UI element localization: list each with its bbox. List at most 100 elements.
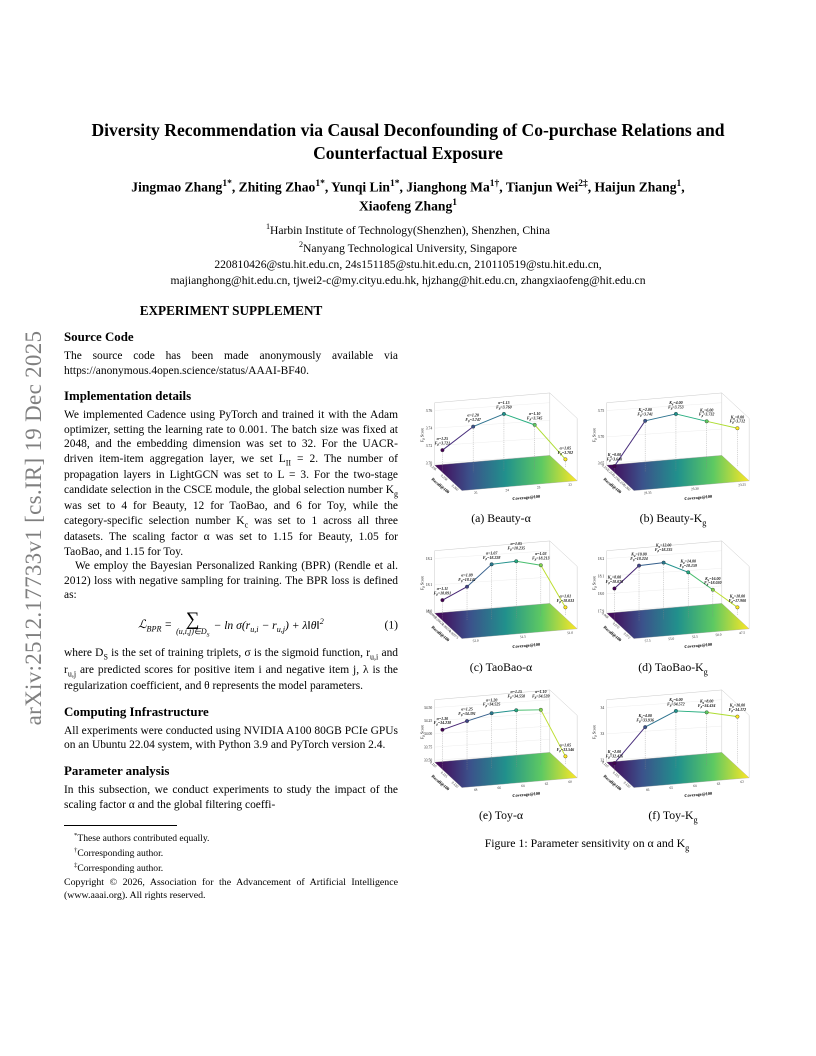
subplot-3d-1: 3.653.703.750.2520.2540.2560.2580.260Rec… xyxy=(591,392,750,501)
svg-text:Kg=10.00: Kg=10.00 xyxy=(729,703,745,709)
svg-text:Fβ=34.558: Fβ=34.558 xyxy=(507,693,525,699)
affiliation-2: 2Nanyang Technological University, Singa… xyxy=(298,240,517,255)
emails-line-1: 220810426@stu.hit.edu.cn, 24s151185@stu.… xyxy=(214,257,602,271)
subfigure-caption-5: (f) Toy-Kg xyxy=(648,808,698,825)
svg-text:Fβ=18.235: Fβ=18.235 xyxy=(507,546,525,552)
svg-text:α=1.15: α=1.15 xyxy=(510,689,522,694)
svg-text:Fβ=18.030: Fβ=18.030 xyxy=(704,581,722,587)
svg-text:0.260: 0.260 xyxy=(623,484,632,492)
svg-text:Kg=2.00: Kg=2.00 xyxy=(607,749,621,755)
svg-text:64: 64 xyxy=(521,784,525,788)
svg-text:0.260: 0.260 xyxy=(451,484,460,492)
svg-text:0.072: 0.072 xyxy=(623,632,632,640)
implementation-paragraph-2: We employ the Bayesian Personalized Rank… xyxy=(64,560,398,602)
svg-text:Fβ=3.741: Fβ=3.741 xyxy=(637,411,653,417)
emails-line-2: majianghong@hit.edu.cn, tjwei2-c@my.city… xyxy=(170,273,646,287)
subfigure-caption-3: (d) TaoBao-Kg xyxy=(638,659,708,676)
svg-text:3.75: 3.75 xyxy=(598,409,605,413)
svg-text:α=1.05: α=1.05 xyxy=(560,445,572,450)
footnote-rule xyxy=(64,825,177,827)
svg-text:Fβ=33.936: Fβ=33.936 xyxy=(636,717,654,723)
svg-text:Kg=16.00: Kg=16.00 xyxy=(704,576,720,582)
svg-text:62: 62 xyxy=(740,780,744,784)
footnote-equal-contribution: *These authors contributed equally. xyxy=(74,832,210,845)
svg-text:0.258: 0.258 xyxy=(617,479,626,487)
svg-text:24: 24 xyxy=(505,488,509,492)
svg-text:33: 33 xyxy=(600,732,604,736)
svg-text:α=1.25: α=1.25 xyxy=(461,706,473,711)
svg-text:Fβ Score: Fβ Score xyxy=(591,576,597,590)
section-heading-parameter-analysis: Parameter analysis xyxy=(64,763,170,778)
svg-text:Coverage@100: Coverage@100 xyxy=(512,494,540,501)
subplot-3d-4: 33.50 33.75 34.00 34.25 34.50 0.1100.1150.120… xyxy=(419,689,578,798)
svg-text:Fβ Score: Fβ Score xyxy=(591,725,597,739)
svg-text:α=1.10: α=1.10 xyxy=(529,411,541,416)
svg-text:Fβ=17.900: Fβ=17.900 xyxy=(729,598,747,604)
svg-text:Fβ=18.091: Fβ=18.091 xyxy=(434,591,452,597)
bpr-equation: ℒBPR = ∑ (u,i,j)∈DS − ln σ(ru,i − ru,j) … xyxy=(64,608,398,639)
svg-text:Kg=0.00: Kg=0.00 xyxy=(607,452,621,458)
svg-text:0.258: 0.258 xyxy=(440,474,449,482)
subfigure-caption-0: (a) Beauty-α xyxy=(471,511,531,526)
svg-text:Kg=8.00: Kg=8.00 xyxy=(607,575,621,581)
svg-text:64: 64 xyxy=(693,784,697,788)
svg-text:α=1.15: α=1.15 xyxy=(498,400,510,405)
svg-text:Fβ=3.760: Fβ=3.760 xyxy=(496,404,512,410)
svg-text:Fβ=3.745: Fβ=3.745 xyxy=(527,415,543,421)
svg-text:Fβ=3.702: Fβ=3.702 xyxy=(558,450,574,456)
svg-text:55.0: 55.0 xyxy=(668,637,675,642)
svg-text:51.5: 51.5 xyxy=(520,635,527,640)
svg-text:0.252: 0.252 xyxy=(601,463,610,471)
svg-text:3.74: 3.74 xyxy=(426,426,433,430)
subplot-3d-3: 17.918.018.118.20.0680.0700.072Recall@10… xyxy=(591,541,750,650)
svg-text:23.35: 23.35 xyxy=(644,491,652,496)
svg-text:Fβ=34.434: Fβ=34.434 xyxy=(698,703,716,709)
svg-text:Fβ Score: Fβ Score xyxy=(419,428,425,442)
svg-text:Fβ=18.159: Fβ=18.159 xyxy=(679,563,697,569)
svg-text:33.50: 33.50 xyxy=(424,758,432,762)
figure-caption: Figure 1: Parameter sensitivity on α and… xyxy=(484,836,690,853)
subfigure-0: 3.70 3.72 3.74 3.76 0.256 0.258 0.260 Recall@10… xyxy=(419,391,583,527)
parameter-paragraph: In this subsection, we conduct experimen… xyxy=(64,783,398,811)
svg-text:34.25: 34.25 xyxy=(424,719,432,723)
svg-text:Fβ=34.391: Fβ=34.391 xyxy=(458,711,476,717)
svg-text:α=1.25: α=1.25 xyxy=(437,436,449,441)
implementation-paragraph-1: We implemented Cadence using PyTorch and… xyxy=(64,409,399,558)
svg-text:17.9: 17.9 xyxy=(598,610,605,614)
svg-text:60: 60 xyxy=(568,780,572,784)
sum-subscript: (u,i,j)∈DS xyxy=(176,626,210,639)
svg-text:Fβ=34.238: Fβ=34.238 xyxy=(434,720,452,726)
svg-text:Coverage@100: Coverage@100 xyxy=(684,642,712,649)
svg-text:Fβ=18.213: Fβ=18.213 xyxy=(532,556,550,562)
svg-text:18.2: 18.2 xyxy=(426,557,433,561)
svg-text:0.256: 0.256 xyxy=(612,474,621,482)
svg-text:66: 66 xyxy=(497,786,501,790)
sigma-symbol: ∑ xyxy=(186,608,200,630)
svg-text:Kg=12.00: Kg=12.00 xyxy=(655,543,671,549)
authors-line-1: Jingmao Zhang1*, Zhiting Zhao1*, Yunqi L… xyxy=(131,179,685,195)
svg-text:Kg=8.00: Kg=8.00 xyxy=(730,414,744,420)
svg-text:3.76: 3.76 xyxy=(426,409,433,413)
svg-text:Fβ=18.224: Fβ=18.224 xyxy=(630,556,648,562)
svg-text:3.72: 3.72 xyxy=(426,444,433,448)
svg-text:α=1.03: α=1.03 xyxy=(535,552,547,557)
svg-text:Coverage@100: Coverage@100 xyxy=(684,791,712,798)
subplot-3d-0: 3.703.723.743.760.2560.2580.260Recall@10… xyxy=(419,392,578,501)
svg-text:Fβ=18.076: Fβ=18.076 xyxy=(606,579,624,585)
svg-text:Fβ Score: Fβ Score xyxy=(419,725,425,739)
copyright-notice: Copyright © 2026, Association for the Ad… xyxy=(64,877,398,901)
svg-text:Kg=6.00: Kg=6.00 xyxy=(668,697,682,703)
subfigure-caption-4: (e) Toy-α xyxy=(478,808,524,822)
svg-text:0.00050: 0.00050 xyxy=(441,623,452,633)
svg-text:α=1.20: α=1.20 xyxy=(467,413,479,418)
svg-text:α=1.09: α=1.09 xyxy=(461,573,473,578)
svg-text:Fβ=34.172: Fβ=34.172 xyxy=(729,707,747,713)
footnote-corresponding-2: ‡Corresponding author. xyxy=(74,862,164,875)
svg-text:Kg=2.00: Kg=2.00 xyxy=(637,407,651,413)
sum-operator: ∑ (u,i,j)∈DS xyxy=(176,608,210,639)
svg-text:18.1: 18.1 xyxy=(426,584,433,588)
svg-text:Kg=14.00: Kg=14.00 xyxy=(680,559,696,565)
svg-text:Fβ=3.732: Fβ=3.732 xyxy=(699,412,715,418)
svg-text:α=1.05: α=1.05 xyxy=(560,742,572,747)
svg-text:34: 34 xyxy=(600,706,604,710)
